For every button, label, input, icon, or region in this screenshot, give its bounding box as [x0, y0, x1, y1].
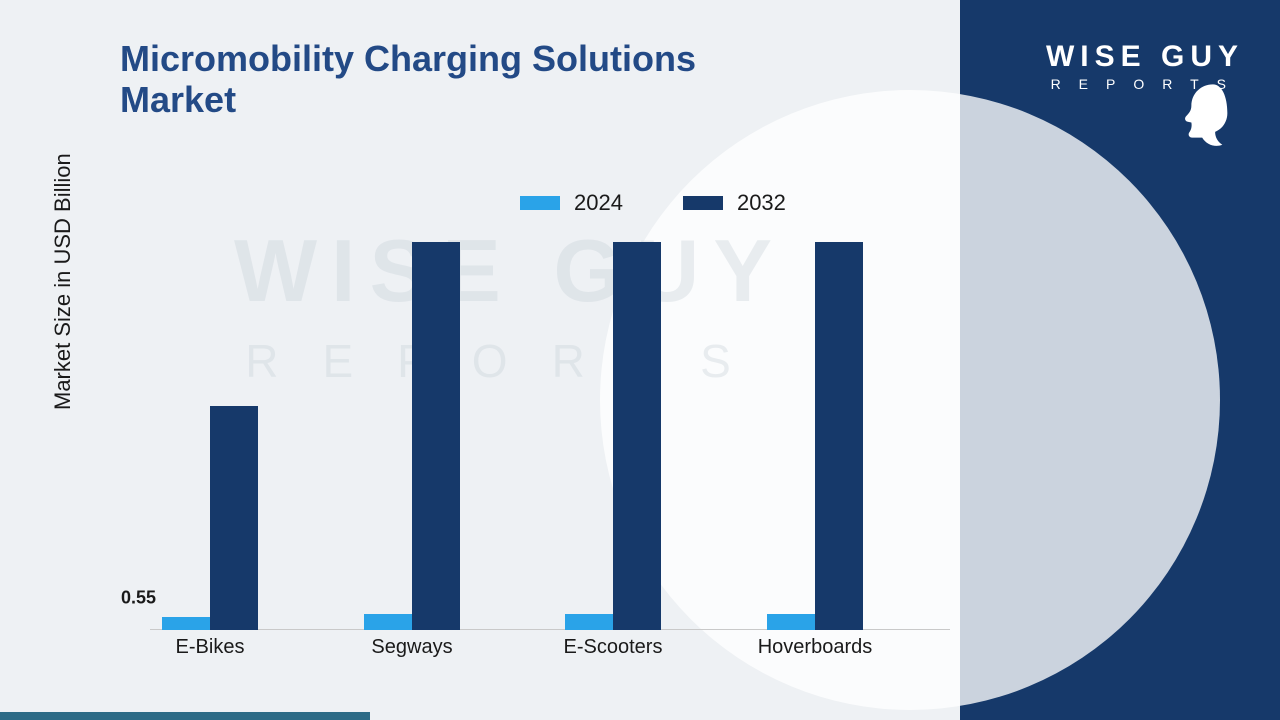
x-axis-label: Hoverboards — [735, 636, 895, 659]
legend-swatch-2032 — [683, 196, 723, 210]
bar — [815, 242, 863, 630]
legend-label-2024: 2024 — [574, 190, 623, 216]
bar-group — [553, 242, 673, 630]
legend-item-2032: 2032 — [683, 190, 786, 216]
x-axis-label: E-Bikes — [130, 636, 290, 659]
x-axis-label: E-Scooters — [533, 636, 693, 659]
legend-item-2024: 2024 — [520, 190, 623, 216]
bottom-accent-bar — [0, 712, 370, 720]
legend-swatch-2024 — [520, 196, 560, 210]
bar-group — [150, 406, 270, 630]
bar-group — [755, 242, 875, 630]
brand-logo: WISE GUY REPORTS — [1046, 40, 1244, 92]
bar — [364, 614, 412, 630]
bar — [210, 406, 258, 630]
bar — [162, 617, 210, 630]
legend: 2024 2032 — [520, 190, 786, 216]
plot-area: 0.55 — [150, 230, 950, 630]
bar — [767, 614, 815, 630]
x-axis-label: Segways — [332, 636, 492, 659]
chart-stage: WISE GUY REPORTS Micromobility Charging … — [0, 0, 1280, 720]
bar-group — [352, 242, 472, 630]
legend-label-2032: 2032 — [737, 190, 786, 216]
bar-value-label: 0.55 — [121, 588, 162, 609]
bar — [565, 614, 613, 630]
brand-logo-line1: WISE GUY — [1046, 40, 1244, 74]
y-axis-label: Market Size in USD Billion — [50, 153, 76, 410]
bar — [412, 242, 460, 630]
chart-title: Micromobility Charging Solutions Market — [120, 38, 800, 121]
bar — [613, 242, 661, 630]
head-silhouette-icon — [1156, 80, 1244, 152]
